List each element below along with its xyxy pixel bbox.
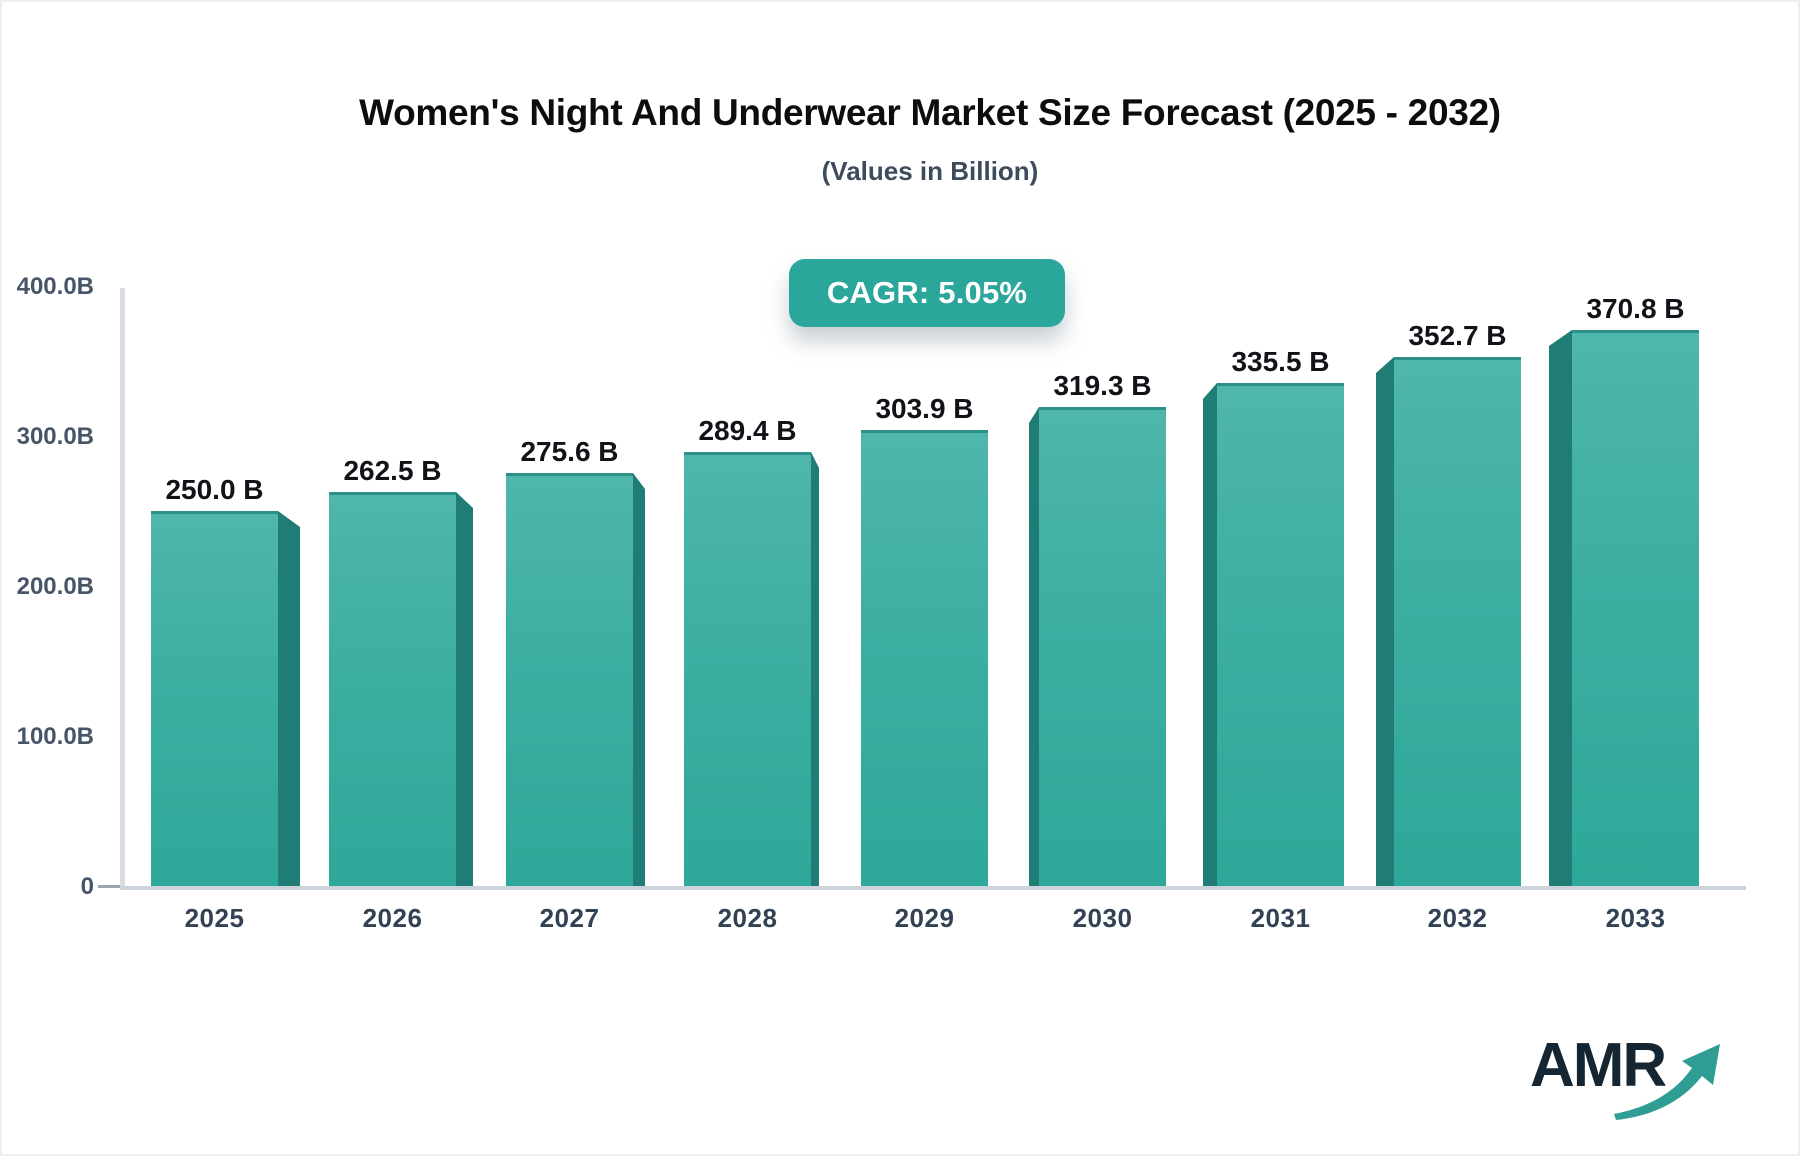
bar-2027 — [506, 473, 633, 886]
bar-2033 — [1572, 330, 1699, 886]
x-tick-label-2030: 2030 — [1072, 903, 1133, 933]
bar-side-2028 — [811, 452, 819, 886]
bar-2031 — [1217, 383, 1344, 886]
bar-2030 — [1039, 407, 1166, 886]
cagr-badge-label: CAGR: 5.05% — [826, 275, 1028, 310]
x-tick-label-2031: 2031 — [1250, 903, 1311, 933]
bar-side-2030 — [1029, 407, 1039, 886]
x-tick-label-2028: 2028 — [717, 903, 778, 933]
bar-2029 — [861, 430, 988, 886]
bar-value-label-2031: 335.5 B — [1231, 346, 1330, 377]
x-tick-label-2026: 2026 — [362, 903, 423, 933]
bar-value-label-2029: 303.9 B — [875, 393, 974, 424]
bar-side-2026 — [456, 492, 473, 886]
y-tick-label-400.0B: 400.0B — [16, 273, 94, 300]
y-tick-label-0: 0 — [80, 873, 94, 900]
bar-side-2027 — [633, 473, 645, 886]
bar-value-label-2026: 262.5 B — [343, 455, 442, 486]
bar-2025 — [151, 511, 278, 886]
x-tick-label-2033: 2033 — [1605, 903, 1666, 933]
x-tick-label-2029: 2029 — [894, 903, 955, 933]
amr-logo: AMR — [1530, 1030, 1720, 1120]
chart-title: Women's Night And Underwear Market Size … — [359, 92, 1501, 133]
bar-side-2031 — [1203, 383, 1217, 886]
x-tick-label-2027: 2027 — [539, 903, 600, 933]
chart-header: Women's Night And Underwear Market Size … — [62, 92, 1798, 187]
y-axis-line — [120, 288, 125, 889]
y-tick-dash — [98, 885, 120, 888]
y-tick-label-200.0B: 200.0B — [16, 573, 94, 600]
x-axis-line — [120, 886, 1746, 890]
cagr-badge: CAGR: 5.05% — [789, 259, 1065, 327]
x-tick-label-2032: 2032 — [1427, 903, 1488, 933]
bar-value-label-2033: 370.8 B — [1586, 293, 1685, 324]
bar-2032 — [1394, 357, 1521, 886]
bar-2028 — [684, 452, 811, 886]
bar-2026 — [329, 492, 456, 886]
y-tick-label-100.0B: 100.0B — [16, 723, 94, 750]
bar-side-2033 — [1549, 330, 1572, 886]
bar-value-label-2030: 319.3 B — [1053, 370, 1152, 401]
growth-arrow-icon — [1614, 1044, 1720, 1120]
chart-subtitle: (Values in Billion) — [821, 156, 1039, 186]
y-tick-label-300.0B: 300.0B — [16, 423, 94, 450]
bar-value-label-2032: 352.7 B — [1408, 320, 1507, 351]
bar-value-label-2028: 289.4 B — [698, 415, 797, 446]
bar-side-2032 — [1376, 357, 1394, 886]
x-tick-label-2025: 2025 — [184, 903, 245, 933]
bar-value-label-2027: 275.6 B — [520, 436, 619, 467]
bar-value-label-2025: 250.0 B — [165, 474, 264, 505]
amr-logo-text: AMR — [1530, 1031, 1667, 1100]
bar-side-2025 — [278, 511, 300, 886]
